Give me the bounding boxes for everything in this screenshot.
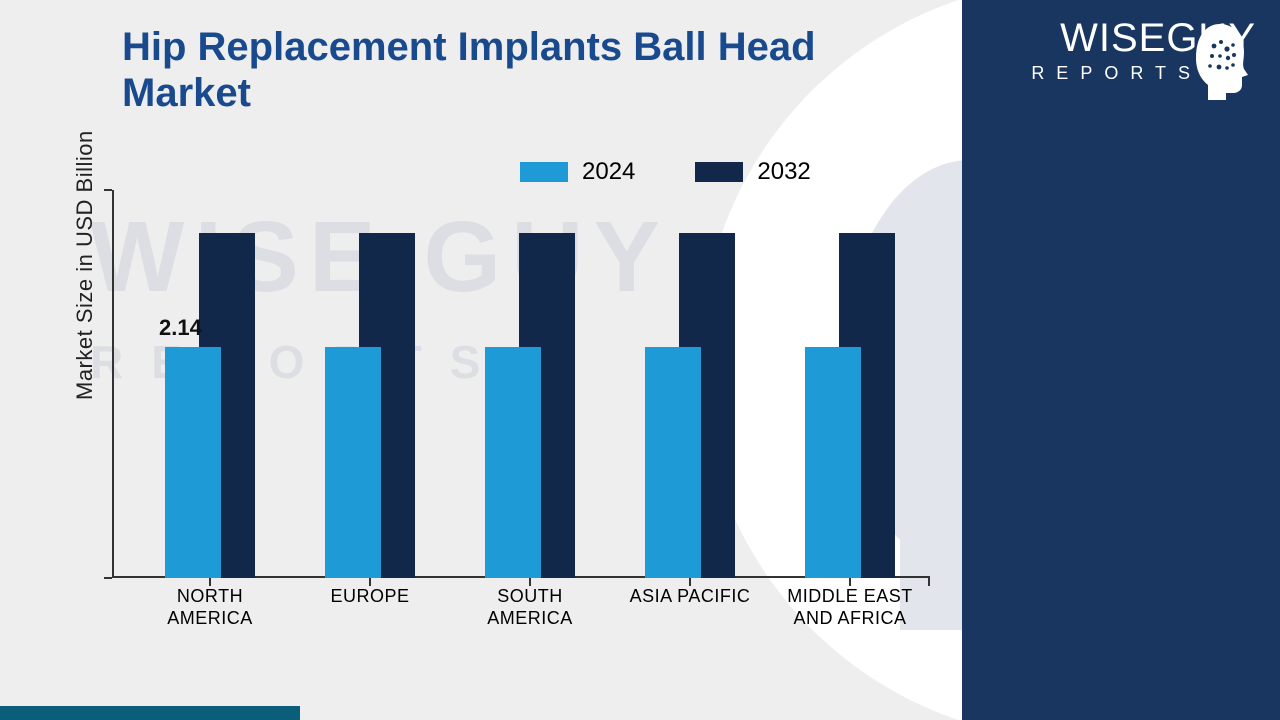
legend-item-2032: 2032 (695, 158, 810, 186)
brand-logo: WISEGUY REPORTS (966, 16, 1256, 84)
bars-layer (112, 190, 930, 578)
y-axis-label: Market Size in USD Billion (72, 130, 98, 400)
legend-item-2024: 2024 (520, 158, 635, 186)
x-tick (928, 578, 930, 586)
y-tick (104, 577, 112, 579)
x-tick (849, 578, 851, 586)
legend-label-2024: 2024 (582, 158, 635, 186)
y-tick (104, 189, 112, 191)
x-axis-category-label: ASIA PACIFIC (620, 586, 760, 608)
bar-2024 (645, 347, 701, 578)
chart-title: Hip Replacement Implants Ball Head Marke… (122, 24, 902, 116)
legend-swatch-2032 (695, 162, 743, 182)
bar-2024 (805, 347, 861, 578)
legend: 2024 2032 (520, 158, 811, 186)
chart-plot-area: 2.14 (112, 190, 930, 578)
x-tick (369, 578, 371, 586)
x-axis-category-label: EUROPE (300, 586, 440, 608)
bar-value-label: 2.14 (159, 315, 202, 341)
x-axis-category-label: NORTH AMERICA (140, 586, 280, 629)
bottom-accent-bar (0, 706, 300, 720)
x-axis-category-label: MIDDLE EAST AND AFRICA (780, 586, 920, 629)
x-tick (689, 578, 691, 586)
x-axis-category-label: SOUTH AMERICA (460, 586, 600, 629)
bar-2024 (485, 347, 541, 578)
brand-head-icon (1190, 22, 1250, 100)
legend-label-2032: 2032 (757, 158, 810, 186)
x-tick (529, 578, 531, 586)
x-tick (209, 578, 211, 586)
legend-swatch-2024 (520, 162, 568, 182)
bar-2024 (165, 347, 221, 578)
brand-word-wise: WISE (1060, 16, 1166, 60)
stage: WISE GUY REPORTS Hip Replacement Implant… (0, 0, 1280, 720)
bar-2024 (325, 347, 381, 578)
